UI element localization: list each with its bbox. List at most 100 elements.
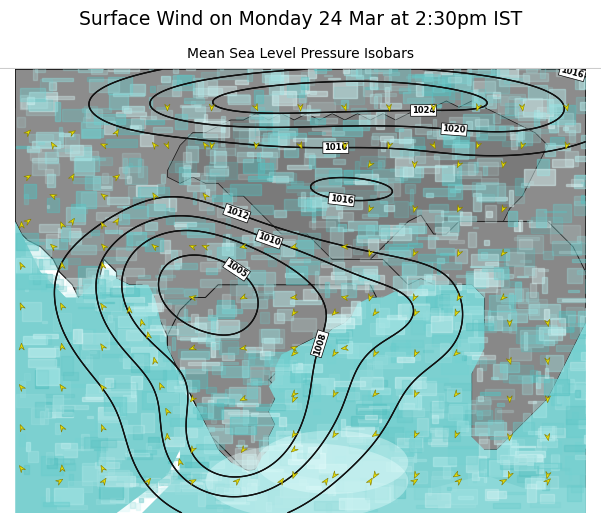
Bar — [500, 362, 519, 372]
Bar — [554, 266, 560, 278]
Bar — [174, 222, 196, 226]
Bar — [141, 134, 153, 146]
Bar — [213, 464, 236, 475]
Bar — [460, 119, 465, 133]
Bar — [208, 86, 236, 95]
Bar — [178, 189, 198, 201]
Bar — [434, 267, 459, 280]
Bar — [144, 370, 165, 379]
Bar — [260, 93, 263, 95]
Bar — [392, 210, 404, 214]
Bar — [200, 167, 206, 173]
Bar — [374, 318, 392, 323]
Bar — [265, 288, 287, 294]
Bar — [381, 366, 394, 380]
Bar — [574, 176, 579, 191]
Bar — [555, 409, 561, 423]
Bar — [488, 125, 513, 135]
Bar — [28, 451, 38, 462]
Bar — [140, 140, 164, 145]
Bar — [180, 358, 206, 373]
Bar — [474, 269, 503, 286]
Bar — [241, 465, 261, 477]
Bar — [402, 264, 416, 275]
Bar — [335, 503, 359, 511]
Bar — [26, 118, 29, 126]
Bar — [328, 80, 348, 83]
Bar — [151, 205, 175, 213]
Bar — [163, 440, 187, 451]
Bar — [133, 198, 144, 208]
Bar — [373, 187, 391, 200]
Bar — [80, 321, 82, 331]
Bar — [221, 317, 239, 329]
Bar — [175, 387, 196, 392]
Bar — [417, 198, 427, 207]
Bar — [508, 137, 518, 140]
Bar — [317, 424, 337, 439]
Bar — [300, 209, 325, 214]
Bar — [551, 137, 564, 145]
Bar — [247, 152, 272, 156]
Bar — [456, 127, 480, 132]
Bar — [257, 365, 278, 373]
Bar — [370, 427, 379, 442]
Bar — [527, 468, 549, 474]
Bar — [69, 136, 79, 139]
Bar — [522, 160, 534, 171]
Bar — [457, 421, 468, 431]
Bar — [545, 143, 555, 156]
Bar — [248, 69, 262, 72]
Bar — [417, 438, 448, 452]
Bar — [458, 469, 465, 478]
Bar — [90, 307, 115, 316]
Bar — [516, 279, 539, 281]
Bar — [157, 184, 163, 193]
Bar — [490, 444, 495, 450]
Bar — [351, 439, 366, 450]
Bar — [111, 383, 136, 390]
Bar — [404, 357, 426, 364]
Bar — [111, 130, 115, 131]
Bar — [339, 370, 362, 376]
Bar — [197, 67, 214, 81]
Bar — [109, 388, 127, 399]
Bar — [76, 131, 96, 132]
Bar — [546, 145, 570, 150]
Bar — [358, 249, 371, 263]
Bar — [323, 468, 350, 483]
Bar — [168, 390, 176, 393]
Bar — [136, 476, 150, 478]
Bar — [349, 443, 373, 452]
Bar — [288, 459, 304, 464]
Bar — [479, 439, 489, 457]
Bar — [55, 358, 59, 365]
Bar — [489, 337, 499, 346]
Bar — [309, 102, 335, 113]
Bar — [60, 204, 69, 212]
Bar — [99, 357, 130, 381]
Bar — [65, 265, 72, 278]
Bar — [392, 463, 401, 477]
Bar — [380, 367, 398, 371]
Bar — [208, 484, 231, 498]
Bar — [315, 117, 337, 123]
Bar — [32, 141, 60, 148]
Bar — [303, 410, 326, 412]
Bar — [251, 413, 279, 416]
Bar — [432, 261, 449, 270]
Bar — [412, 210, 437, 224]
Bar — [302, 138, 307, 143]
Bar — [389, 394, 392, 399]
Bar — [115, 305, 121, 311]
Polygon shape — [370, 215, 586, 449]
Polygon shape — [100, 384, 107, 391]
Bar — [231, 480, 246, 492]
Bar — [53, 488, 84, 504]
Bar — [214, 144, 225, 154]
Bar — [461, 377, 480, 381]
Bar — [264, 338, 281, 343]
Bar — [125, 200, 132, 206]
Bar — [337, 486, 351, 488]
Bar — [480, 269, 487, 279]
